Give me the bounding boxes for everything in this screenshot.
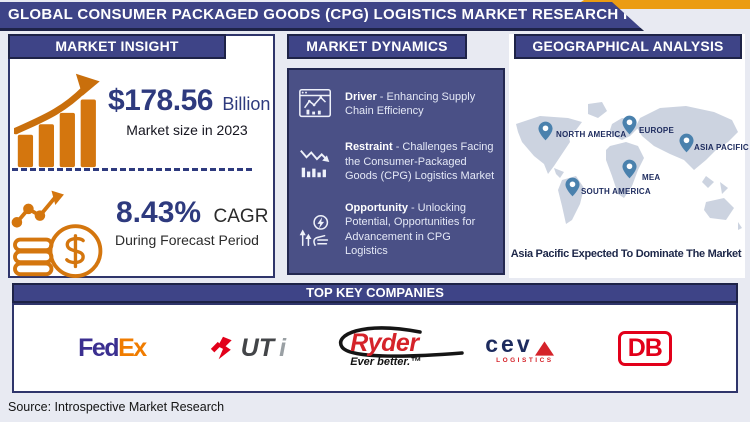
companies-logos-box: Fed Ex UT i Ryder Ever better.™ cev LOG (12, 303, 738, 393)
map-pin-icon (622, 159, 637, 179)
uti-part1: UT (240, 333, 275, 362)
dynamics-item-label: Restraint (345, 141, 393, 154)
map-pin-icon (538, 121, 553, 141)
ryder-wordmark: Ryder (350, 328, 419, 357)
ceva-triangle-icon (534, 340, 554, 356)
region-label-asia-pacific: ASIA PACIFIC (694, 143, 749, 152)
market-size-unit: Billion (222, 94, 271, 114)
region-label-europe: EUROPE (639, 126, 674, 135)
market-dynamics-heading: MARKET DYNAMICS (287, 34, 467, 59)
source-attribution: Source: Introspective Market Research (8, 400, 225, 414)
map-pin-icon (622, 115, 637, 135)
cagr-label: CAGR (213, 206, 269, 227)
market-dynamics-panel: Driver - Enhancing Supply Chain Efficienc… (287, 68, 505, 275)
ceva-tagline: LOGISTICS (496, 356, 554, 364)
dynamics-item-text: Opportunity - Unlocking Potential, Opport… (345, 201, 476, 257)
declining-bars-icon (300, 149, 330, 178)
dynamics-item-restraint: Restraint - Challenges Facing the Consume… (297, 140, 495, 183)
market-size-value: $178.56 (108, 84, 213, 117)
dynamics-item-driver: Driver - Enhancing Supply Chain Efficienc… (297, 85, 495, 123)
fedex-part2: Ex (118, 333, 147, 362)
cagr-value: 8.43% (116, 196, 202, 229)
dynamics-item-text: Restraint - Challenges Facing the Consume… (345, 141, 495, 183)
geo-dominance-caption: Asia Pacific Expected To Dominate The Ma… (510, 248, 742, 260)
geographical-analysis-heading: GEOGRAPHICAL ANALYSIS (514, 34, 742, 59)
dynamics-item-label: Driver (345, 90, 377, 103)
ceva-wordmark-row: cev (485, 330, 554, 357)
db-wordmark: DB (627, 333, 663, 362)
page-title: GLOBAL CONSUMER PACKAGED GOODS (CPG) LOG… (8, 6, 688, 23)
uti-ribbon-icon (210, 336, 232, 360)
market-insight-heading: MARKET INSIGHT (8, 34, 226, 59)
ryder-logo: Ryder Ever better.™ (339, 325, 464, 368)
ceva-wordmark: cev (485, 330, 533, 357)
growth-bar-chart-icon (14, 73, 100, 168)
fedex-logo: Fed Ex (78, 333, 147, 363)
dynamics-item-text: Driver - Enhancing Supply Chain Efficienc… (345, 90, 476, 117)
uti-logo: UT i (210, 334, 286, 363)
db-logo: DB (617, 330, 672, 366)
coins-dollar-icon (11, 190, 103, 278)
cagr-caption: During Forecast Period (115, 232, 259, 248)
map-pin-icon (565, 177, 580, 197)
region-label-north-america: NORTH AMERICA (556, 130, 627, 139)
fedex-part1: Fed (78, 333, 119, 362)
cagr-value-row: 8.43% CAGR (116, 196, 268, 230)
market-size-caption: Market size in 2023 (126, 122, 248, 138)
dynamics-item-opportunity: Opportunity - Unlocking Potential, Opport… (297, 201, 495, 258)
uti-part2: i (279, 333, 287, 362)
dashed-divider (12, 168, 252, 171)
map-pin-icon (679, 133, 694, 153)
top-key-companies-heading: TOP KEY COMPANIES (12, 283, 738, 303)
market-size-value-row: $178.56 Billion (108, 84, 270, 118)
region-label-south-america: SOUTH AMERICA (581, 187, 651, 196)
report-title-banner: GLOBAL CONSUMER PACKAGED GOODS (CPG) LOG… (0, 2, 644, 31)
ceva-logo: cev LOGISTICS (485, 330, 554, 364)
orange-accent-ribbon (570, 0, 750, 9)
region-label-mea: MEA (642, 173, 661, 182)
dashboard-chart-icon (299, 88, 332, 117)
ryder-tagline: Ever better.™ (350, 355, 422, 368)
opportunity-bulb-icon (299, 214, 329, 246)
dynamics-item-label: Opportunity (345, 201, 408, 214)
